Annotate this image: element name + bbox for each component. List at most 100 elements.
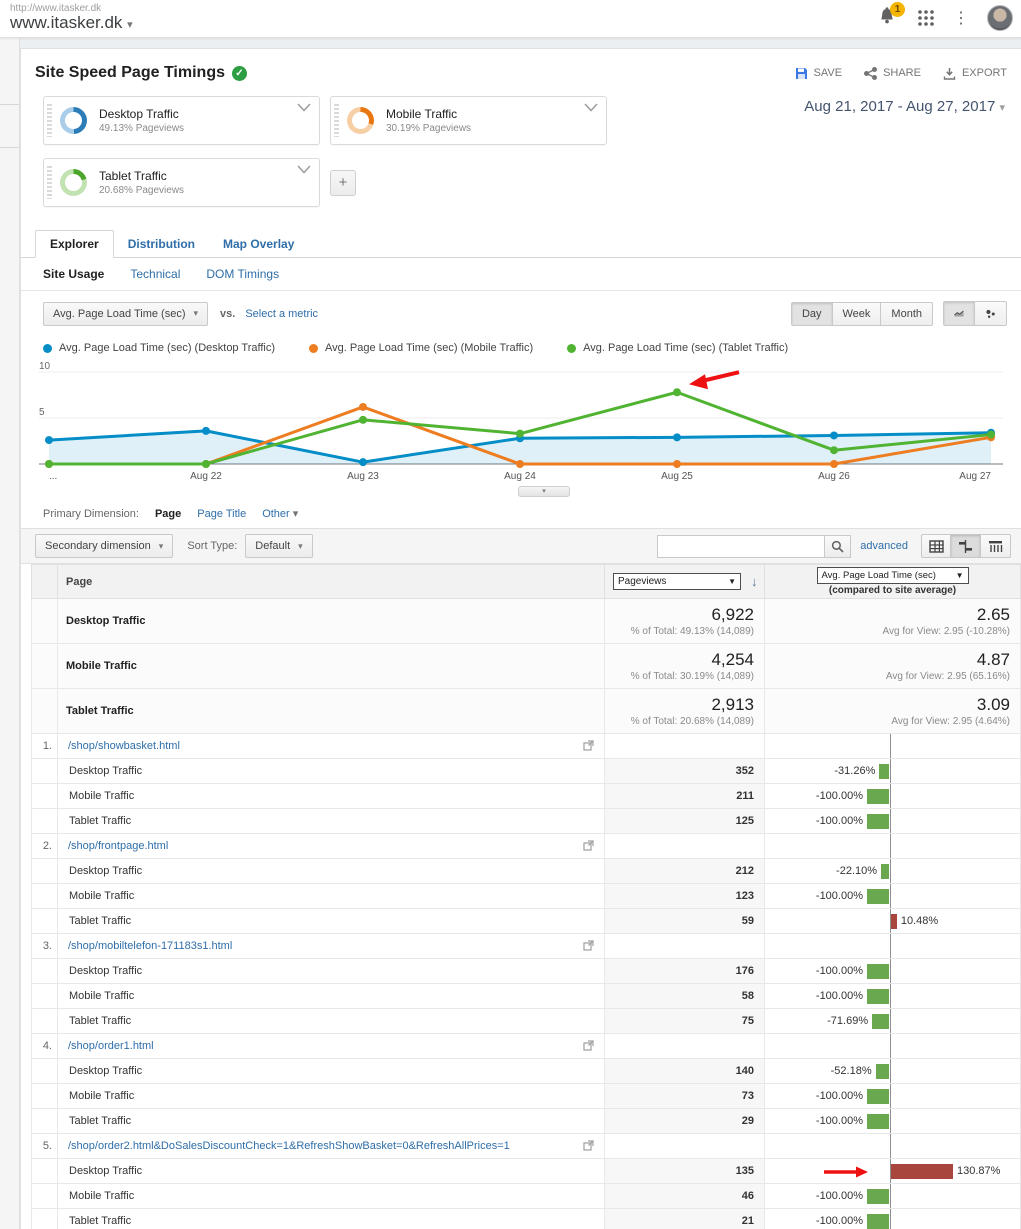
svg-text:Aug 22: Aug 22 [190, 471, 222, 482]
delta-label: 10.48% [900, 915, 939, 927]
legend-dot-icon [567, 343, 577, 353]
search-button[interactable] [825, 534, 852, 558]
sub-row-segment-name: Desktop Traffic [57, 758, 605, 784]
search-icon [832, 540, 844, 553]
svg-text:...: ... [49, 471, 57, 482]
page-link[interactable]: /shop/order2.html&DoSalesDiscountCheck=1… [68, 1140, 510, 1152]
open-page-button[interactable] [583, 840, 594, 854]
granularity-month-button[interactable]: Month [881, 301, 933, 326]
data-view-button[interactable] [921, 534, 951, 558]
line-chart-view-button[interactable] [943, 301, 975, 326]
sort-descending-icon[interactable]: ↓ [751, 574, 758, 589]
select-metric-link[interactable]: Select a metric [245, 307, 319, 320]
pivot-view-button[interactable] [981, 534, 1011, 558]
subtab-dom-timings[interactable]: DOM Timings [206, 267, 280, 281]
page-link[interactable]: /shop/frontpage.html [68, 840, 169, 852]
row-index: 3. [31, 933, 58, 959]
sub-row-comparison-cell: -31.26% [764, 758, 1021, 784]
comparison-view-button[interactable] [951, 534, 981, 558]
motion-chart-view-button[interactable] [975, 301, 1007, 326]
timeseries-chart[interactable]: 5 10... Aug 22 Aug 23 Aug 24 Aug 25 Aug 26 Aug … [21, 358, 1021, 497]
dimension-page[interactable]: Page [154, 507, 182, 520]
sub-row-pageviews: 73 [604, 1083, 765, 1109]
date-range-selector[interactable]: Aug 21, 2017 - Aug 27, 2017 ▾ [804, 98, 1005, 115]
table-search-input[interactable] [657, 534, 826, 558]
sub-row-pageviews: 211 [604, 783, 765, 809]
secondary-dimension-dropdown[interactable]: Secondary dimension ▾ [35, 534, 174, 558]
summary-row-desktop-traffic: Desktop Traffic 6,922% of Total: 49.13% … [31, 598, 1021, 644]
legend-item: Avg. Page Load Time (sec) (Mobile Traffi… [309, 342, 533, 354]
chevron-down-icon[interactable] [584, 103, 598, 112]
dimension-other[interactable]: Other ▾ [262, 508, 299, 520]
sub-row-comparison-cell: -100.00% [764, 1183, 1021, 1209]
segment-card-mobile-traffic[interactable]: Mobile Traffic 30.19% Pageviews [330, 96, 607, 145]
tab-distribution[interactable]: Distribution [127, 237, 196, 251]
segment-pageviews-share: 49.13% Pageviews [99, 123, 185, 134]
subtab-technical[interactable]: Technical [130, 267, 181, 281]
avg-load-column-select[interactable]: Avg. Page Load Time (sec) ▼ [816, 567, 969, 584]
segment-sub-row: Tablet Traffic 125 -100.00% [31, 808, 1021, 834]
share-button[interactable]: SHARE [864, 66, 921, 80]
tab-explorer[interactable]: Explorer [35, 230, 114, 258]
add-segment-button[interactable]: + [330, 169, 356, 196]
sort-type-dropdown[interactable]: Default ▾ [245, 534, 313, 558]
advanced-search-link[interactable]: advanced [860, 540, 908, 552]
timeline-expander[interactable]: ▾ [518, 486, 570, 497]
metric-dropdown[interactable]: Avg. Page Load Time (sec) ▾ [43, 301, 209, 326]
page-link[interactable]: /shop/order1.html [68, 1040, 154, 1052]
dimension-page-title[interactable]: Page Title [197, 507, 247, 520]
segment-card-tablet-traffic[interactable]: Tablet Traffic 20.68% Pageviews [43, 158, 320, 207]
collapsed-sidebar[interactable] [0, 38, 20, 1229]
account-selector[interactable]: www.itasker.dk ▾ [10, 13, 133, 32]
sub-row-comparison-cell: -22.10% [764, 858, 1021, 884]
column-header-page[interactable]: Page [57, 564, 605, 599]
svg-text:5: 5 [39, 407, 45, 418]
page-link[interactable]: /shop/mobiltelefon-171183s1.html [68, 940, 233, 952]
open-page-button[interactable] [583, 740, 594, 754]
chevron-down-icon[interactable] [297, 103, 311, 112]
avatar[interactable] [987, 5, 1013, 31]
sort-type-label: Sort Type: [187, 540, 238, 552]
apps-grid-icon[interactable] [917, 9, 935, 27]
comparison-bar-negative [867, 1214, 889, 1229]
granularity-day-button[interactable]: Day [790, 301, 833, 326]
open-in-new-icon[interactable] [583, 1040, 594, 1051]
pageviews-column-select[interactable]: Pageviews ▼ [613, 573, 741, 590]
open-in-new-icon[interactable] [583, 1140, 594, 1151]
notifications-button[interactable]: 1 [877, 2, 905, 30]
sub-row-segment-name: Desktop Traffic [57, 1158, 605, 1184]
tab-map-overlay[interactable]: Map Overlay [223, 237, 295, 251]
open-in-new-icon[interactable] [583, 840, 594, 851]
drag-handle[interactable] [47, 104, 52, 137]
open-page-button[interactable] [583, 1140, 594, 1154]
bubbles-icon [986, 309, 995, 318]
sub-row-comparison-cell: -100.00% [764, 783, 1021, 809]
table-grid-icon [928, 539, 944, 553]
svg-text:Aug 27: Aug 27 [959, 471, 991, 482]
page-link[interactable]: /shop/showbasket.html [68, 740, 180, 752]
segment-card-desktop-traffic[interactable]: Desktop Traffic 49.13% Pageviews [43, 96, 320, 145]
open-in-new-icon[interactable] [583, 940, 594, 951]
delta-label: -100.00% [815, 1215, 863, 1227]
download-icon [943, 67, 956, 80]
drag-handle[interactable] [47, 166, 52, 199]
segment-name: Tablet Traffic [99, 169, 167, 183]
open-page-button[interactable] [583, 940, 594, 954]
primary-dimension-label: Primary Dimension: [43, 507, 139, 520]
export-button[interactable]: EXPORT [943, 67, 1007, 80]
open-in-new-icon[interactable] [583, 740, 594, 751]
segment-sub-row: Mobile Traffic 58 -100.00% [31, 983, 1021, 1009]
more-options-icon[interactable]: ⋮ [953, 10, 969, 27]
open-page-button[interactable] [583, 1040, 594, 1054]
sub-row-pageviews: 46 [604, 1183, 765, 1209]
granularity-week-button[interactable]: Week [832, 301, 882, 326]
save-button[interactable]: SAVE [795, 67, 842, 80]
segment-sub-row: Desktop Traffic 212 -22.10% [31, 858, 1021, 884]
segment-sub-row: Desktop Traffic 352 -31.26% [31, 758, 1021, 784]
subtab-site-usage[interactable]: Site Usage [43, 267, 105, 281]
sub-row-segment-name: Mobile Traffic [57, 983, 605, 1009]
drag-handle[interactable] [334, 104, 339, 137]
svg-text:10: 10 [39, 361, 51, 372]
chevron-down-icon[interactable] [297, 165, 311, 174]
svg-text:Aug 26: Aug 26 [818, 471, 850, 482]
